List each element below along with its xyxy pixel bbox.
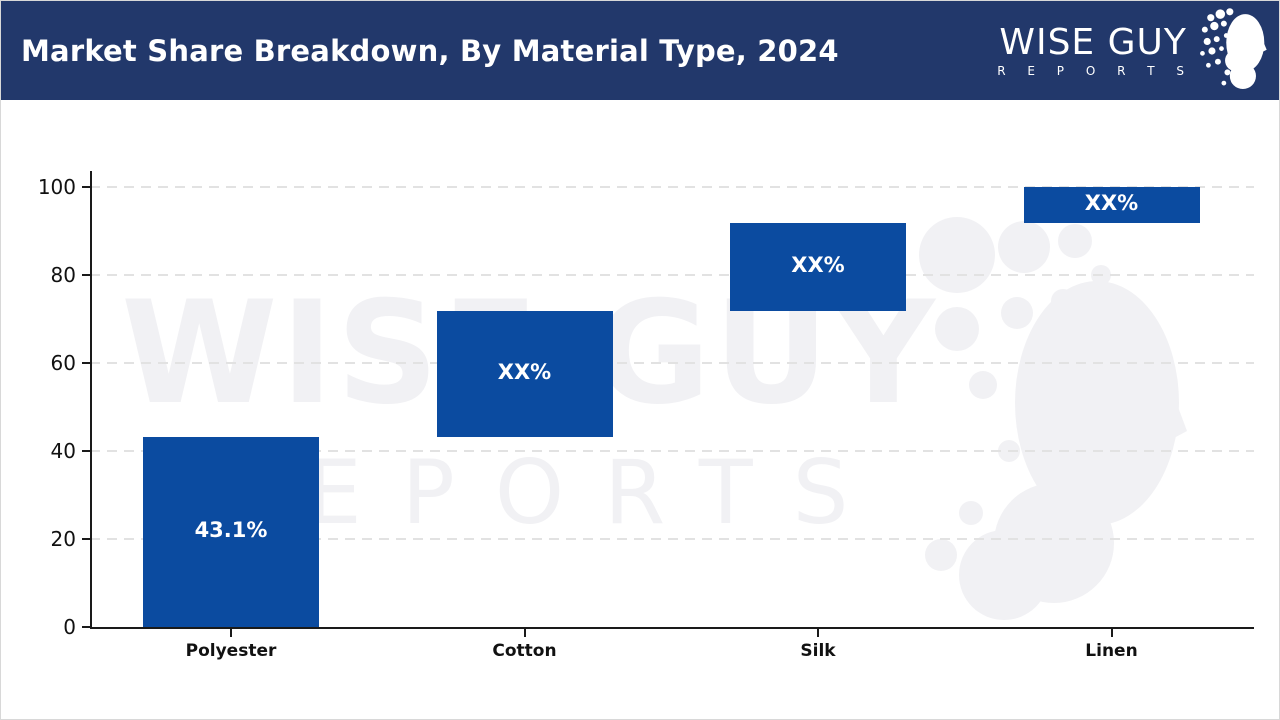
wise-guy-logo: WISE GUY R E P O R T S [993, 7, 1267, 95]
gridline [90, 538, 1254, 540]
waterfall-chart: 0 20 40 60 80 100 43.1% Polyester XX% Cotton XX% Si… [1, 100, 1279, 719]
bar-linen [1023, 187, 1200, 223]
header-bar: Market Share Breakdown, By Material Type… [1, 1, 1279, 100]
x-axis-tick [523, 629, 526, 637]
logo-line1: WISE GUY [999, 21, 1187, 63]
x-axis-category-label: Silk [800, 641, 836, 661]
bar-cotton [436, 311, 613, 438]
y-axis-tick-label: 40 [50, 439, 76, 463]
gridline [90, 186, 1254, 188]
x-axis-category-label: Polyester [185, 641, 277, 661]
y-axis-tick [82, 450, 90, 452]
x-axis-tick [817, 629, 819, 637]
bar-value-label: 43.1% [194, 518, 268, 543]
x-axis-category-label: Linen [1085, 641, 1138, 661]
y-axis-tick-label: 0 [63, 615, 76, 639]
y-axis-tick-label: 20 [50, 527, 76, 551]
y-axis-tick [82, 362, 90, 364]
x-axis-tick [230, 629, 232, 637]
y-axis-tick-label: 60 [50, 351, 76, 375]
y-axis-tick [82, 626, 90, 628]
y-axis-tick-label: 80 [50, 263, 76, 287]
y-axis-tick [82, 186, 90, 188]
bar-value-label: XX% [1084, 190, 1139, 215]
y-axis-tick-label: 100 [37, 175, 76, 199]
logo-wordmark: WISE GUY R E P O R T S [993, 21, 1193, 78]
y-axis-tick [82, 274, 90, 276]
y-axis-tick [82, 538, 90, 540]
gridline [90, 362, 1254, 364]
bar-value-label: XX% [791, 252, 845, 277]
logo-line2: R E P O R T S [997, 63, 1193, 78]
gridline [90, 274, 1254, 276]
watermark-face-dots-icon [919, 217, 1187, 620]
bar-polyester [143, 437, 319, 627]
bar-silk [730, 222, 906, 312]
x-axis-tick [1110, 629, 1113, 637]
page-title: Market Share Breakdown, By Material Type… [21, 33, 839, 68]
y-axis-line [90, 171, 92, 629]
x-axis-category-label: Cotton [492, 641, 557, 661]
bar-value-label: XX% [497, 360, 552, 385]
x-axis-line [90, 627, 1254, 629]
logo-face-dots-icon [1200, 7, 1267, 89]
gridline [90, 450, 1254, 452]
